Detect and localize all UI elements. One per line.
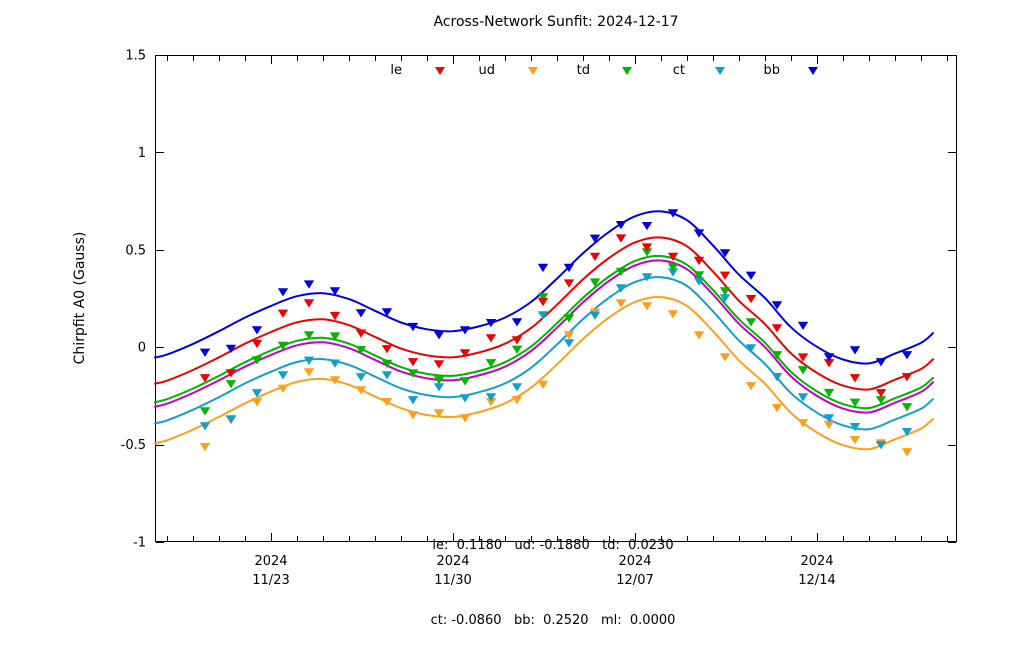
fit-coefficients: le: 0.1180 ud: -0.1880 td: 0.0230 ct: -0… (155, 483, 951, 658)
markers-ct (199, 268, 913, 450)
fit-curves (154, 210, 934, 451)
chart-title: Across-Network Sunfit: 2024-12-17 (433, 14, 679, 30)
svg-text:11/30: 11/30 (434, 573, 471, 588)
markers-le (199, 234, 913, 398)
fit-coefficients-line1: le: 0.1180 ud: -0.1880 td: 0.0230 (432, 538, 674, 553)
legend-marker-td-triangle-icon (621, 67, 632, 75)
fit-coefficients-line2: ct: -0.0860 bb: 0.2520 ml: 0.0000 (430, 613, 676, 628)
svg-text:2024: 2024 (618, 554, 651, 569)
svg-text:2024: 2024 (254, 554, 287, 569)
legend-label-bb: bb (763, 63, 780, 78)
tick-labels: 1.5 1 0.5 0 -0.5 -1 2024 11/23 2024 11/30 2024 12/0… (121, 49, 836, 589)
svg-text:0: 0 (138, 341, 146, 356)
svg-text:2024: 2024 (436, 554, 469, 569)
svg-text:-1: -1 (133, 536, 146, 551)
fit-curve-td (154, 254, 934, 410)
fit-curve-ct (154, 276, 934, 431)
markers-bb (199, 209, 913, 367)
fit-curve-bb (154, 210, 934, 365)
svg-text:0.5: 0.5 (125, 243, 146, 258)
svg-text:12/14: 12/14 (798, 573, 835, 588)
legend-marker-bb-triangle-icon (807, 67, 818, 75)
svg-text:1: 1 (138, 146, 146, 161)
legend-marker-ud-triangle-icon (527, 67, 538, 75)
fit-curve-ud (154, 295, 934, 451)
svg-text:-0.5: -0.5 (121, 438, 146, 453)
y-axis-label: Chirpfit A0 (Gauss) (72, 231, 88, 365)
chart-canvas: 1.5 1 0.5 0 -0.5 -1 2024 11/23 2024 11/30 2024 12/0… (121, 49, 957, 589)
legend-label-le: le (390, 63, 402, 78)
svg-text:2024: 2024 (800, 554, 833, 569)
legend-label-td: td (576, 63, 590, 78)
axes (155, 55, 957, 543)
svg-text:11/23: 11/23 (252, 573, 289, 588)
legend-label-ct: ct (672, 63, 685, 78)
svg-text:1.5: 1.5 (125, 49, 146, 64)
legend-label-ud: ud (478, 63, 496, 78)
markers-td (199, 248, 913, 416)
data-markers (199, 209, 913, 457)
legend-marker-ct-triangle-icon (714, 67, 725, 75)
svg-text:12/07: 12/07 (616, 573, 653, 588)
legend-marker-le-triangle-icon (434, 67, 445, 75)
fit-curve-ml (154, 259, 934, 414)
